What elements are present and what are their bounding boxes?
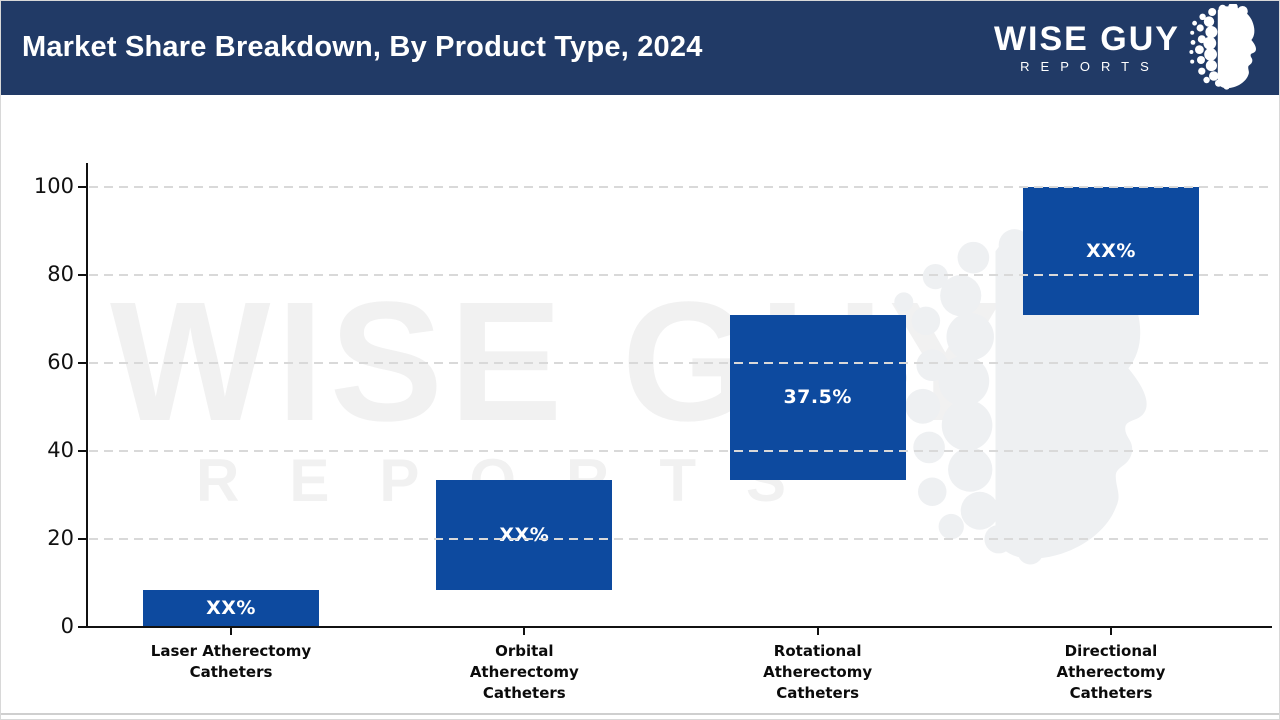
bar-value-label: 37.5%: [783, 386, 852, 409]
x-category-label: Orbital Atherectomy Catheters: [469, 642, 579, 702]
brand-subname: REPORTS: [1020, 58, 1160, 74]
gridline: [89, 538, 1268, 540]
x-category-label: Laser Atherectomy Catheters: [150, 642, 312, 681]
gridline: [89, 186, 1268, 188]
footer-divider: [0, 713, 1280, 715]
x-tick-mark: [816, 628, 819, 635]
x-axis-line: [86, 626, 1272, 628]
y-tick-mark: [78, 626, 87, 628]
brand-name: WISE GUY: [993, 19, 1180, 58]
y-tick-mark: [78, 362, 87, 364]
page-title: Market Share Breakdown, By Product Type,…: [22, 31, 703, 63]
chart-bar: XX%: [1022, 187, 1199, 315]
y-tick-label: 20: [47, 526, 74, 550]
x-tick-mark: [523, 628, 526, 635]
bar-value-label: XX%: [206, 597, 256, 620]
y-axis-line: [86, 163, 88, 628]
y-tick-label: 100: [33, 174, 74, 198]
gridline: [89, 450, 1268, 452]
x-category-label: Directional Atherectomy Catheters: [1056, 642, 1166, 702]
chart-bar: XX%: [143, 589, 319, 627]
y-tick-label: 60: [47, 350, 74, 374]
chart-bar: 37.5%: [729, 314, 906, 480]
y-tick-mark: [78, 538, 87, 540]
brand-logo: WISE GUY REPORTS: [994, 0, 1266, 95]
brand-logo-text: WISE GUY REPORTS: [994, 22, 1180, 74]
brand-face-icon: [1184, 4, 1266, 92]
y-tick-mark: [78, 186, 87, 188]
y-tick-mark: [78, 274, 87, 276]
y-tick-label: 40: [47, 438, 74, 462]
bar-value-label: XX%: [1086, 239, 1136, 262]
x-tick-mark: [230, 628, 232, 635]
bar-value-label: XX%: [499, 523, 550, 546]
chart-bar: XX%: [436, 479, 613, 590]
y-tick-label: 80: [47, 262, 74, 286]
y-tick-label: 0: [60, 614, 74, 638]
gridline: [89, 362, 1268, 364]
gridline: [89, 274, 1268, 276]
header-bar: Market Share Breakdown, By Product Type,…: [0, 0, 1280, 95]
x-category-label: Rotational Atherectomy Catheters: [763, 642, 873, 702]
x-tick-mark: [1109, 628, 1112, 635]
y-tick-mark: [78, 450, 87, 452]
